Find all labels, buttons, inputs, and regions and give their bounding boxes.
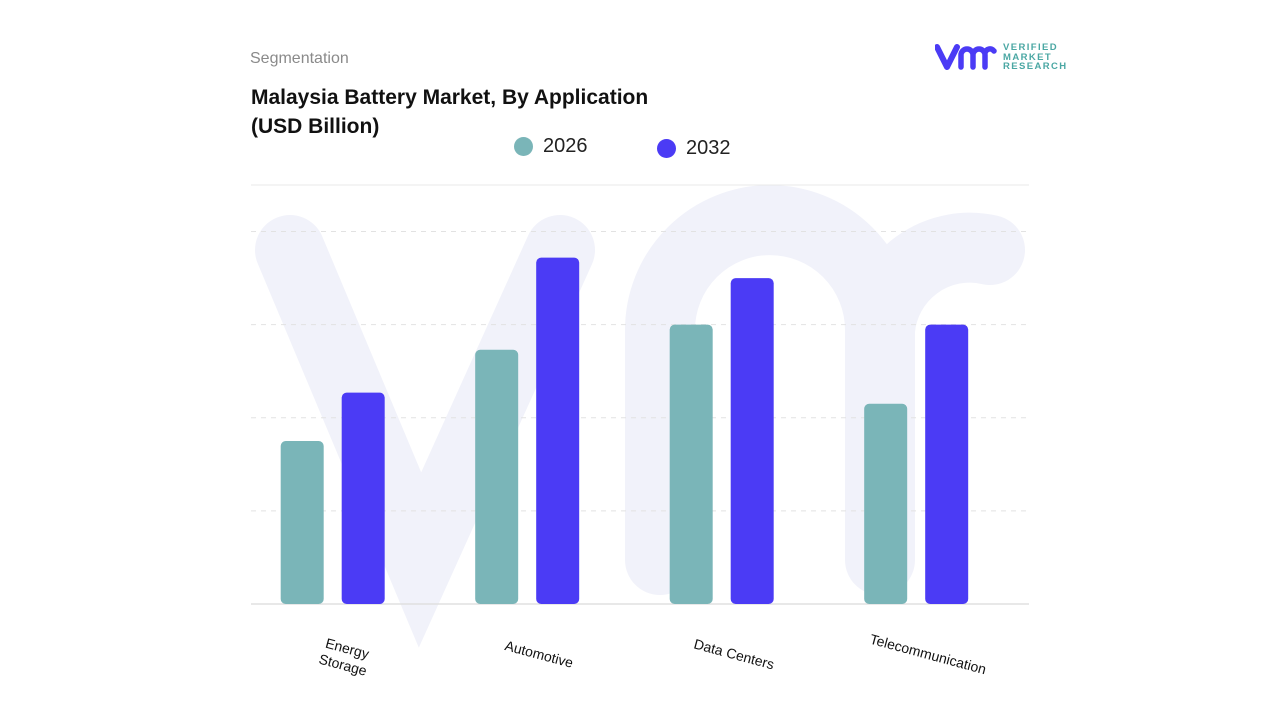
chart-title: Malaysia Battery Market, By Application …	[251, 86, 649, 138]
legend-item-2026: 2026	[514, 135, 588, 158]
bar-2032-2	[730, 278, 774, 604]
bar-2026-0	[280, 441, 324, 604]
bar-2032-1	[536, 257, 580, 604]
logo-text: VERIFIED MARKET RESEARCH	[1003, 42, 1068, 72]
vmr-logo: VERIFIED MARKET RESEARCH	[935, 43, 1068, 72]
legend-swatch-icon	[657, 139, 676, 158]
bar-2026-1	[475, 349, 519, 604]
legend-label: 2032	[686, 137, 731, 159]
bar-2032-0	[341, 392, 385, 604]
vmr-logo-icon	[935, 44, 997, 71]
segment-label: Segmentation	[250, 50, 349, 67]
bar-2026-2	[669, 324, 713, 604]
bar-2032-3	[925, 324, 969, 604]
bar-2026-3	[864, 403, 908, 604]
legend-label: 2026	[543, 135, 588, 157]
legend-swatch-icon	[514, 137, 533, 156]
legend-item-2032: 2032	[657, 137, 731, 160]
